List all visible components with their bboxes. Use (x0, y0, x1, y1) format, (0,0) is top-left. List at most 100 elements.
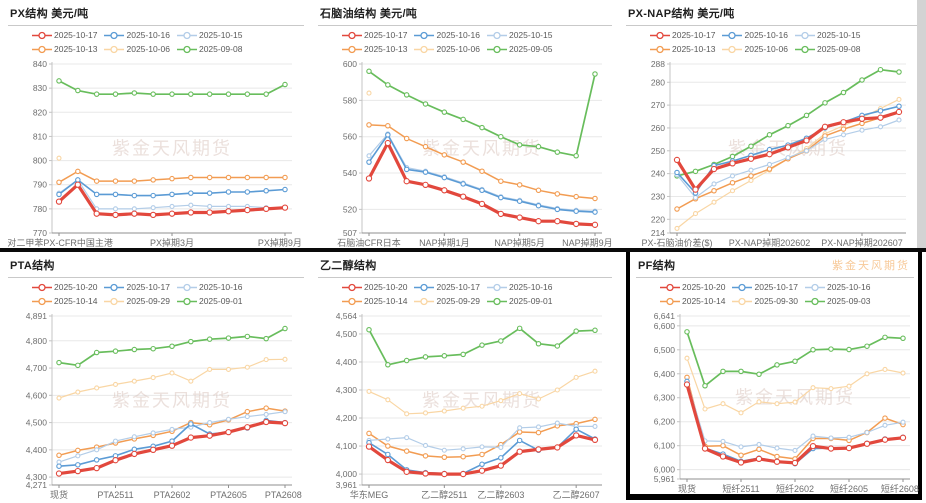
bottom-row: PTA结构 2025-10-20 2025-10-17 2025-10-16 2025… (0, 252, 926, 500)
legend-label: 2025-10-16 (744, 30, 788, 40)
legend-label: 2025-10-16 (126, 30, 170, 40)
series-2025-09-01 (56, 325, 288, 369)
legend-label: 2025-10-13 (54, 44, 98, 54)
legend-marker-icon (414, 297, 435, 306)
legend-item-2025-09-29[interactable]: 2025-09-29 (414, 295, 480, 308)
legend-item-2025-10-06[interactable]: 2025-10-06 (722, 43, 788, 56)
legend-item-2025-10-17[interactable]: 2025-10-17 (650, 29, 715, 42)
y-tick-label: 4,271 (26, 480, 48, 490)
legend-item-2025-10-16[interactable]: 2025-10-16 (804, 281, 870, 294)
legend-marker-icon (32, 283, 52, 292)
legend-item-2025-10-17[interactable]: 2025-10-17 (32, 29, 97, 42)
legend-item-2025-10-17[interactable]: 2025-10-17 (414, 281, 480, 294)
legend-marker-icon (414, 31, 435, 40)
legend-marker-icon (32, 31, 52, 40)
x-tick-label: 短纤2511 (722, 483, 759, 494)
legend-label: 2025-10-17 (54, 30, 98, 40)
y-tick-label: 4,300 (26, 472, 48, 482)
legend-marker-icon (486, 297, 507, 306)
legend-marker-icon (650, 45, 670, 54)
legend-item-2025-10-17[interactable]: 2025-10-17 (104, 281, 170, 294)
legend-item-2025-10-15[interactable]: 2025-10-15 (486, 29, 553, 42)
legend-item-2025-10-15[interactable]: 2025-10-15 (176, 29, 242, 42)
legend-item-2025-10-16[interactable]: 2025-10-16 (722, 29, 788, 42)
legend-label: 2025-10-17 (754, 282, 798, 292)
x-tick-label: 乙二醇2607 (553, 489, 600, 500)
legend-marker-icon (794, 45, 815, 54)
legend-item-2025-10-14[interactable]: 2025-10-14 (660, 295, 725, 308)
x-tick-label: PTA2608 (265, 490, 302, 500)
legend-item-2025-09-08[interactable]: 2025-09-08 (794, 43, 860, 56)
chart-canvas-px-nap[interactable]: 214220230240250260270280288紫金天风期货PX-石脑油价… (626, 57, 916, 251)
legend-item-2025-10-06[interactable]: 2025-10-06 (414, 43, 480, 56)
legend-item-2025-09-08[interactable]: 2025-09-08 (176, 43, 242, 56)
y-tick-label: 230 (651, 191, 665, 201)
legend-label: 2025-10-15 (816, 30, 861, 40)
legend-label: 2025-10-17 (126, 282, 170, 292)
legend-marker-icon (176, 45, 197, 54)
y-tick-label: 220 (651, 214, 665, 224)
legend-item-2025-09-01[interactable]: 2025-09-01 (176, 295, 242, 308)
legend-item-2025-10-17[interactable]: 2025-10-17 (732, 281, 798, 294)
y-tick-label: 6,200 (654, 417, 676, 427)
legend-label: 2025-09-03 (826, 296, 871, 306)
legend-label: 2025-10-14 (682, 296, 726, 306)
y-tick-label: 4,200 (336, 413, 358, 423)
y-tick-label: 280 (651, 77, 665, 87)
watermark: 紫金天风期货 (112, 391, 232, 411)
legend-item-2025-10-16[interactable]: 2025-10-16 (414, 29, 480, 42)
legend-item-2025-09-01[interactable]: 2025-09-01 (486, 295, 552, 308)
legend-item-2025-10-15[interactable]: 2025-10-15 (794, 29, 861, 42)
legend-item-2025-10-20[interactable]: 2025-10-20 (32, 281, 97, 294)
legend-item-2025-10-13[interactable]: 2025-10-13 (342, 43, 407, 56)
legend-item-2025-09-30[interactable]: 2025-09-30 (732, 295, 798, 308)
legend-item-2025-09-03[interactable]: 2025-09-03 (804, 295, 871, 308)
x-tick-label: 石脑油CFR日本 (337, 237, 401, 248)
legend-marker-icon (804, 297, 825, 306)
legend-item-2025-10-16[interactable]: 2025-10-16 (486, 281, 552, 294)
legend-item-2025-10-14[interactable]: 2025-10-14 (32, 295, 97, 308)
x-tick-label: 短纤2608 (881, 483, 919, 494)
legend-label: 2025-10-20 (682, 282, 726, 292)
y-tick-label: 4,100 (336, 441, 358, 451)
legend-item-2025-10-17[interactable]: 2025-10-17 (342, 29, 407, 42)
legend-item-2025-10-20[interactable]: 2025-10-20 (342, 281, 407, 294)
chart-title-px: PX结构 美元/吨 (10, 8, 89, 20)
x-tick-label: PTA2602 (154, 490, 191, 500)
legend-item-2025-10-20[interactable]: 2025-10-20 (660, 281, 725, 294)
legend-item-2025-09-05[interactable]: 2025-09-05 (486, 43, 552, 56)
y-tick-label: 4,000 (336, 469, 358, 479)
legend-item-2025-10-13[interactable]: 2025-10-13 (650, 43, 715, 56)
legend-item-2025-10-14[interactable]: 2025-10-14 (342, 295, 407, 308)
legend-item-2025-10-13[interactable]: 2025-10-13 (32, 43, 97, 56)
series-2025-10-17 (55, 181, 289, 219)
chart-canvas-px[interactable]: 770 780 790 800 810 820 830 840 紫金天风期货对二甲苯PX-CFR… (8, 57, 302, 251)
legend-item-2025-10-16[interactable]: 2025-10-16 (176, 281, 242, 294)
legend-marker-icon (342, 45, 362, 54)
legend-marker-icon (650, 31, 670, 40)
legend-label: 2025-10-06 (436, 44, 480, 54)
row-divider-line (0, 248, 926, 252)
legend-marker-icon (104, 297, 125, 306)
y-tick-label: 4,300 (336, 385, 358, 395)
series-2025-09-29 (56, 356, 288, 401)
y-tick-label: 4,500 (336, 329, 358, 339)
x-tick-label: PX-石脑油价差($) (641, 237, 712, 248)
x-tick-label: 短纤2602 (776, 483, 814, 494)
legend-marker-icon (486, 31, 507, 40)
series-2025-10-06 (56, 155, 62, 161)
legend-marker-icon (722, 31, 743, 40)
legend-label: 2025-10-15 (508, 30, 553, 40)
legend-item-2025-10-06[interactable]: 2025-10-06 (104, 43, 170, 56)
legend-marker-icon (486, 45, 507, 54)
legend-marker-icon (804, 283, 825, 292)
legend-item-2025-09-29[interactable]: 2025-09-29 (104, 295, 170, 308)
legend-item-2025-10-16[interactable]: 2025-10-16 (104, 29, 170, 42)
chart-title-pta: PTA结构 (10, 260, 55, 272)
y-tick-label: 770 (33, 228, 47, 238)
legend-marker-icon (176, 297, 197, 306)
